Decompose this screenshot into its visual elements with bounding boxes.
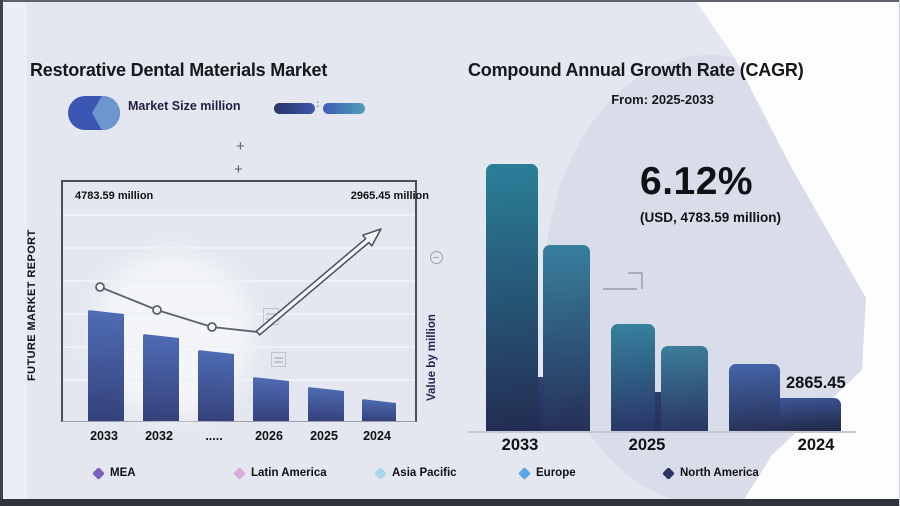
xaxis-label: 2026 (255, 429, 283, 443)
left-xaxis-labels: 2033 2032..... 2026 2025 2024 (61, 0, 417, 506)
xaxis-label: 2025 (310, 429, 338, 443)
bar-2033 (88, 310, 124, 421)
frame-bottom-border (0, 499, 900, 506)
data-label-2024: 2865.45 (786, 374, 846, 392)
gradient-pill-teal (323, 103, 365, 114)
gridline (63, 247, 415, 249)
bar-2024 (362, 399, 396, 421)
legend-label: Europe (536, 467, 576, 479)
line-marker (207, 322, 217, 332)
xaxis-label: 2033 (501, 436, 539, 454)
legend-diamond-icon (518, 467, 531, 480)
cagr-title: Compound Annual Growth Rate (CAGR) (468, 60, 804, 80)
value-axis-label: Value by million (426, 314, 438, 402)
chart-end-value: 2965.45 million (350, 190, 429, 202)
background-left-strip (3, 2, 27, 500)
page-title: Restorative Dental Materials Market (30, 60, 328, 80)
chart-start-value: 4783.59 million (75, 190, 154, 202)
line-marker (152, 305, 162, 315)
market-size-chart: 4783.59 million 2965.45 million (61, 180, 429, 422)
market-size-icon (68, 96, 120, 130)
pill-separator: : (316, 99, 320, 110)
gridline (63, 280, 415, 282)
brand-watermark-vertical: FUTURE MARKET REPORT (26, 229, 38, 382)
callout-lines (603, 272, 643, 290)
bars-container (63, 182, 415, 421)
xaxis-label: 2033 (90, 429, 118, 443)
bar-..... (198, 350, 234, 421)
gridline (63, 214, 415, 216)
cagr-subtitle: From: 2025-2033 (611, 92, 714, 107)
gridline (63, 379, 415, 381)
trend-line-overlay (95, 228, 382, 336)
plus-mark: + (234, 161, 243, 178)
xaxis-label: 2024 (363, 429, 391, 443)
xaxis-label: 2032 (145, 429, 173, 443)
line-marker (95, 282, 105, 292)
group-bar-bridge (538, 377, 543, 431)
cagr-percentage: 6.12% (640, 160, 754, 203)
right-chart-baseline (468, 431, 856, 433)
xaxis-label: ..... (205, 429, 223, 443)
watermark-icon (271, 352, 286, 367)
cagr-basis-value: (USD, 4783.59 million) (640, 210, 782, 225)
bar-2032 (143, 334, 179, 421)
bar-2026 (253, 377, 289, 421)
group-bar (486, 164, 538, 431)
gradient-pill-dark (274, 103, 315, 114)
frame-top-border (0, 0, 900, 2)
bar-2025 (308, 387, 344, 421)
growth-arrow (255, 228, 382, 336)
circled-minus-icon (430, 251, 443, 264)
gridline (63, 313, 415, 315)
plus-mark: + (236, 138, 245, 155)
market-size-label: Market Size million (128, 99, 241, 113)
gridline (63, 346, 415, 348)
frame-left-border (0, 0, 3, 506)
gridlines-container (63, 182, 415, 421)
